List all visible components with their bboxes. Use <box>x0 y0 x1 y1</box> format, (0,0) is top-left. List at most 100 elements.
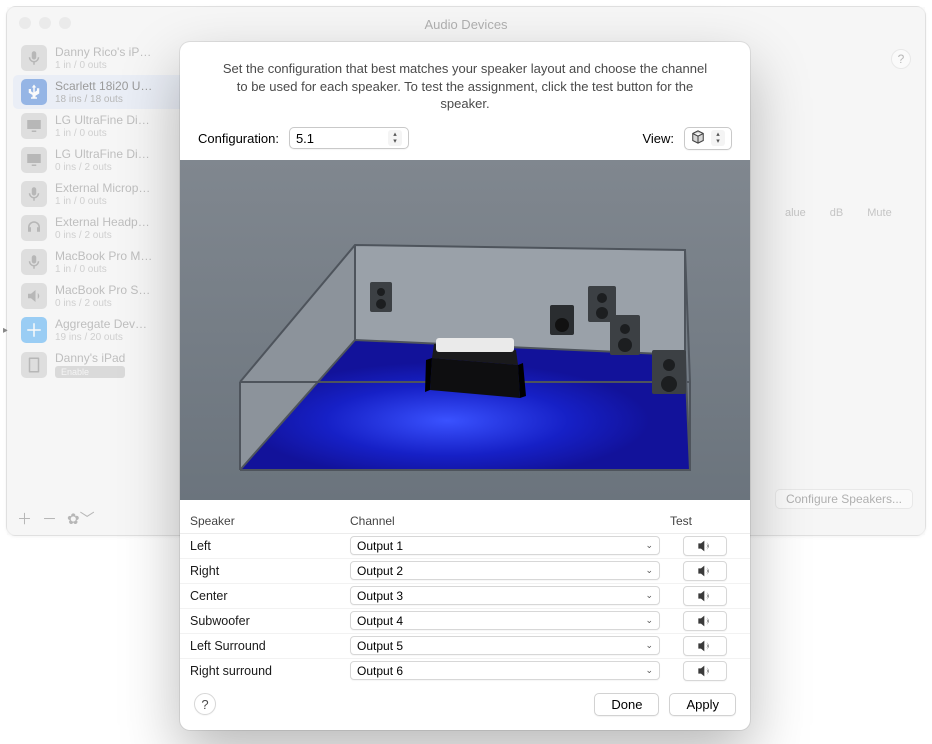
headphones-icon <box>21 215 47 241</box>
device-io-label: 1 in / 0 outs <box>55 196 150 207</box>
sidebar-device-row[interactable]: MacBook Pro M…1 in / 0 outs <box>13 245 195 279</box>
device-io-label: 0 ins / 2 outs <box>55 230 150 241</box>
device-io-label: 1 in / 0 outs <box>55 60 151 71</box>
col-value-label: alue <box>785 207 806 219</box>
col-channel-header[interactable]: Channel <box>350 514 670 528</box>
view-select[interactable]: ▴▾ <box>684 127 732 150</box>
channel-select[interactable]: Output 5⌄ <box>350 636 660 655</box>
speaker-name-label: Right surround <box>190 664 350 678</box>
sidebar-toolbar: ＋ － ✿﹀ <box>17 508 95 529</box>
test-speaker-button[interactable] <box>683 536 727 556</box>
channel-select[interactable]: Output 3 ⌄ <box>350 586 660 605</box>
close-window-icon[interactable] <box>19 17 31 29</box>
speaker-name-label: Subwoofer <box>190 614 350 628</box>
mic-icon <box>21 249 47 275</box>
device-name-label: Danny's iPad <box>55 351 125 365</box>
configure-speakers-dialog: Set the configuration that best matches … <box>180 42 750 730</box>
device-io-label: 1 in / 0 outs <box>55 128 150 139</box>
actions-menu-button[interactable]: ✿﹀ <box>67 508 95 529</box>
dialog-instructions: Set the configuration that best matches … <box>180 42 750 127</box>
bg-column-headers: alue dB Mute <box>785 207 915 219</box>
channel-select[interactable]: Output 6⌄ <box>350 661 660 680</box>
speaker-row: Left SurroundOutput 5⌄ <box>180 634 750 659</box>
col-mute-label: Mute <box>867 207 891 219</box>
channel-select[interactable]: Output 4⌄ <box>350 611 660 630</box>
speaker-channel-table: Speaker Channel Test LeftOutput 1⌄RightO… <box>180 510 750 683</box>
speaker-icon <box>21 283 47 309</box>
test-speaker-button[interactable] <box>683 561 727 581</box>
zoom-window-icon[interactable] <box>59 17 71 29</box>
test-speaker-button[interactable] <box>683 636 727 656</box>
test-speaker-button[interactable] <box>683 661 727 681</box>
chevron-down-icon: ⌄ <box>645 665 653 676</box>
sidebar-device-row[interactable]: Danny Rico's iP…1 in / 0 outs <box>13 41 195 75</box>
device-name-label: Danny Rico's iP… <box>55 45 151 59</box>
usb-icon <box>21 79 47 105</box>
remove-device-button[interactable]: － <box>42 508 57 529</box>
configuration-label: Configuration: <box>198 131 279 146</box>
chevron-down-icon: ⌄ <box>645 540 653 551</box>
help-button-bg[interactable]: ? <box>891 49 911 69</box>
minimize-window-icon[interactable] <box>39 17 51 29</box>
speaker-name-label: Right <box>190 564 350 578</box>
col-db-label: dB <box>830 207 843 219</box>
chevron-down-icon: ⌄ <box>645 590 653 601</box>
chevron-down-icon: ⌄ <box>645 615 653 626</box>
speaker-layout-3d-view[interactable] <box>180 160 750 500</box>
speaker-row: Right surroundOutput 6⌄ <box>180 659 750 683</box>
sidebar-device-row[interactable]: LG UltraFine Di…1 in / 0 outs <box>13 109 195 143</box>
chevron-down-icon: ⌄ <box>645 640 653 651</box>
sidebar-device-row[interactable]: Scarlett 18i20 U…18 ins / 18 outs <box>13 75 195 109</box>
device-io-label: 0 ins / 2 outs <box>55 162 150 173</box>
disclosure-triangle-icon[interactable]: ▸ <box>3 325 8 336</box>
display-icon <box>21 147 47 173</box>
updown-icon: ▴▾ <box>711 130 725 146</box>
sidebar-device-row[interactable]: Danny's iPadEnable <box>13 347 195 382</box>
configuration-value: 5.1 <box>296 131 314 146</box>
sidebar-device-row[interactable]: ▸Aggregate Dev…19 ins / 20 outs <box>13 313 195 347</box>
configuration-select[interactable]: 5.1 ▴▾ <box>289 127 409 149</box>
device-io-label: 1 in / 0 outs <box>55 264 152 275</box>
window-title: Audio Devices <box>424 17 507 32</box>
dialog-help-button[interactable]: ? <box>194 693 216 715</box>
channel-select[interactable]: Output 2 ⌄ <box>350 561 660 580</box>
ipad-icon <box>21 352 47 378</box>
couch-icon <box>425 338 526 398</box>
sidebar-device-row[interactable]: External Headp…0 ins / 2 outs <box>13 211 195 245</box>
col-speaker-header[interactable]: Speaker <box>190 514 350 528</box>
sidebar-device-row[interactable]: LG UltraFine Di…0 ins / 2 outs <box>13 143 195 177</box>
device-name-label: LG UltraFine Di… <box>55 147 150 161</box>
device-name-label: LG UltraFine Di… <box>55 113 150 127</box>
display-icon <box>21 113 47 139</box>
chevron-down-icon: ⌄ <box>645 565 653 576</box>
channel-value: Output 1 <box>357 539 403 553</box>
device-io-label: 0 ins / 2 outs <box>55 298 150 309</box>
test-speaker-button[interactable] <box>683 611 727 631</box>
channel-value: Output 3 <box>357 589 403 603</box>
device-name-label: Aggregate Dev… <box>55 317 147 331</box>
col-test-header[interactable]: Test <box>670 514 740 528</box>
configure-speakers-button-bg[interactable]: Configure Speakers... <box>775 489 913 509</box>
sidebar-device-row[interactable]: External Microp…1 in / 0 outs <box>13 177 195 211</box>
enable-badge[interactable]: Enable <box>55 366 125 378</box>
cube-3d-icon <box>691 130 705 147</box>
speaker-row: LeftOutput 1⌄ <box>180 534 750 559</box>
done-button[interactable]: Done <box>594 693 659 716</box>
sidebar-device-row[interactable]: MacBook Pro S…0 ins / 2 outs <box>13 279 195 313</box>
device-name-label: MacBook Pro S… <box>55 283 150 297</box>
speaker-row: Right Output 2 ⌄ <box>180 559 750 584</box>
add-device-button[interactable]: ＋ <box>17 508 32 529</box>
view-label: View: <box>642 131 674 146</box>
channel-value: Output 2 <box>357 564 403 578</box>
device-sidebar: Danny Rico's iP…1 in / 0 outsScarlett 18… <box>13 41 195 507</box>
device-io-label: 18 ins / 18 outs <box>55 94 152 105</box>
channel-select[interactable]: Output 1 ⌄ <box>350 536 660 555</box>
device-name-label: External Headp… <box>55 215 150 229</box>
speaker-row: SubwooferOutput 4⌄ <box>180 609 750 634</box>
mic-icon <box>21 45 47 71</box>
speaker-icon <box>370 282 392 312</box>
mic-icon <box>21 181 47 207</box>
test-speaker-button[interactable] <box>683 586 727 606</box>
speaker-name-label: Center <box>190 589 350 603</box>
apply-button[interactable]: Apply <box>669 693 736 716</box>
